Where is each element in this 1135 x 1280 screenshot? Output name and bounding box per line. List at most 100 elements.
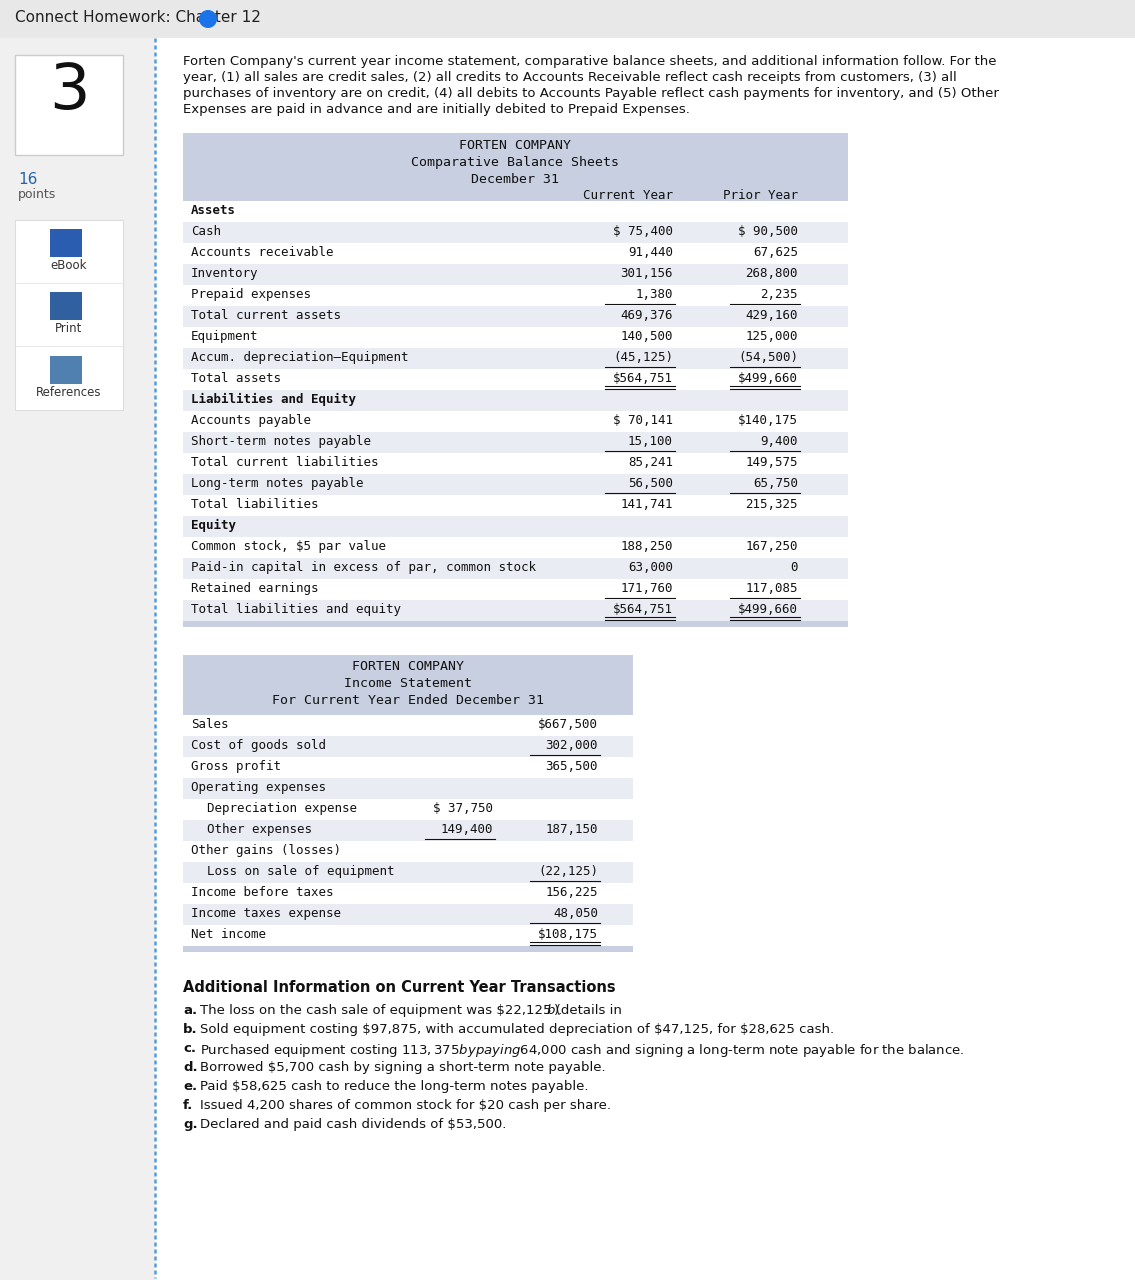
Bar (183, 756, 633, 778)
Text: year, (1) all sales are credit sales, (2) all credits to Accounts Receivable ref: year, (1) all sales are credit sales, (2… (183, 70, 957, 84)
Text: Other expenses: Other expenses (207, 823, 312, 836)
Text: Net income: Net income (191, 928, 266, 941)
Text: i: i (207, 14, 210, 24)
Bar (183, 326, 848, 348)
Text: 167,250: 167,250 (746, 540, 798, 553)
Bar (183, 904, 633, 925)
Text: 301,156: 301,156 (621, 268, 673, 280)
Text: Other gains (losses): Other gains (losses) (191, 844, 340, 858)
Text: Accum. depreciation–Equipment: Accum. depreciation–Equipment (191, 351, 409, 364)
Bar (183, 946, 633, 952)
Bar (183, 516, 848, 538)
Bar (183, 538, 848, 558)
Bar (183, 285, 848, 306)
Text: (22,125): (22,125) (538, 865, 598, 878)
Text: (45,125): (45,125) (613, 351, 673, 364)
Text: d.: d. (183, 1061, 197, 1074)
Text: 302,000: 302,000 (546, 739, 598, 751)
Text: 188,250: 188,250 (621, 540, 673, 553)
Text: Loss on sale of equipment: Loss on sale of equipment (207, 865, 395, 878)
Text: Connect Homework: Chapter 12: Connect Homework: Chapter 12 (15, 10, 261, 26)
Bar (183, 716, 633, 736)
Text: Total current liabilities: Total current liabilities (191, 456, 378, 468)
Bar (183, 348, 848, 369)
Bar (183, 221, 848, 243)
Text: Prior Year: Prior Year (723, 189, 798, 202)
Text: 91,440: 91,440 (628, 246, 673, 259)
Text: 63,000: 63,000 (628, 561, 673, 573)
Text: 187,150: 187,150 (546, 823, 598, 836)
Bar (183, 841, 633, 861)
Bar (183, 925, 633, 946)
Text: Total assets: Total assets (191, 372, 281, 385)
Text: Declared and paid cash dividends of $53,500.: Declared and paid cash dividends of $53,… (200, 1117, 506, 1132)
Text: Total liabilities: Total liabilities (191, 498, 319, 511)
Text: g.: g. (183, 1117, 197, 1132)
Text: Total liabilities and equity: Total liabilities and equity (191, 603, 401, 616)
Text: 117,085: 117,085 (746, 582, 798, 595)
Bar (183, 453, 848, 474)
Text: $564,751: $564,751 (613, 603, 673, 616)
Text: $564,751: $564,751 (613, 372, 673, 385)
Bar (183, 861, 633, 883)
Bar (183, 264, 848, 285)
Text: a.: a. (183, 1004, 197, 1018)
Bar (183, 243, 848, 264)
Text: References: References (36, 387, 102, 399)
Text: Income before taxes: Income before taxes (191, 886, 334, 899)
Text: 149,400: 149,400 (440, 823, 493, 836)
Text: Retained earnings: Retained earnings (191, 582, 319, 595)
Text: $140,175: $140,175 (738, 413, 798, 428)
Text: 365,500: 365,500 (546, 760, 598, 773)
Text: Operating expenses: Operating expenses (191, 781, 326, 794)
Text: 48,050: 48,050 (553, 908, 598, 920)
Bar (15, 220, 123, 410)
Text: Income Statement: Income Statement (344, 677, 472, 690)
Text: Equity: Equity (191, 518, 236, 532)
Text: f.: f. (183, 1100, 193, 1112)
Bar (183, 558, 848, 579)
Text: Borrowed $5,700 cash by signing a short-term note payable.: Borrowed $5,700 cash by signing a short-… (200, 1061, 606, 1074)
Text: 215,325: 215,325 (746, 498, 798, 511)
Text: (54,500): (54,500) (738, 351, 798, 364)
Text: Forten Company's current year income statement, comparative balance sheets, and : Forten Company's current year income sta… (183, 55, 997, 68)
Text: 156,225: 156,225 (546, 886, 598, 899)
Text: Expenses are paid in advance and are initially debited to Prepaid Expenses.: Expenses are paid in advance and are ini… (183, 102, 690, 116)
Bar (183, 201, 848, 221)
Bar (183, 778, 633, 799)
Text: 16: 16 (18, 172, 37, 187)
Text: Liabilities and Equity: Liabilities and Equity (191, 393, 356, 406)
Text: Sales: Sales (191, 718, 228, 731)
Text: Accounts payable: Accounts payable (191, 413, 311, 428)
Text: $ 70,141: $ 70,141 (613, 413, 673, 428)
Bar (183, 306, 848, 326)
Text: FORTEN COMPANY: FORTEN COMPANY (459, 140, 571, 152)
Bar (183, 369, 848, 390)
Bar (183, 390, 848, 411)
Text: 65,750: 65,750 (753, 477, 798, 490)
Bar (155, 38, 1135, 1280)
Text: 56,500: 56,500 (628, 477, 673, 490)
Bar (183, 579, 848, 600)
Text: Current Year: Current Year (583, 189, 673, 202)
Text: Common stock, $5 par value: Common stock, $5 par value (191, 540, 386, 553)
Circle shape (199, 10, 217, 28)
Text: $ 90,500: $ 90,500 (738, 225, 798, 238)
Text: Short-term notes payable: Short-term notes payable (191, 435, 371, 448)
Bar (183, 736, 633, 756)
Text: Assets: Assets (191, 204, 236, 218)
Text: Income taxes expense: Income taxes expense (191, 908, 340, 920)
Text: Accounts receivable: Accounts receivable (191, 246, 334, 259)
Text: FORTEN COMPANY: FORTEN COMPANY (352, 660, 464, 673)
Text: For Current Year Ended December 31: For Current Year Ended December 31 (272, 694, 544, 707)
Text: Sold equipment costing $97,875, with accumulated depreciation of $47,125, for $2: Sold equipment costing $97,875, with acc… (200, 1023, 834, 1036)
Text: Paid $58,625 cash to reduce the long-term notes payable.: Paid $58,625 cash to reduce the long-ter… (200, 1080, 589, 1093)
Bar (183, 600, 848, 621)
Text: Print: Print (56, 323, 83, 335)
Bar (183, 495, 848, 516)
Text: 0: 0 (790, 561, 798, 573)
Bar (50, 292, 82, 320)
Bar (50, 356, 82, 384)
Text: The loss on the cash sale of equipment was $22,125 (details in: The loss on the cash sale of equipment w… (200, 1004, 627, 1018)
Text: Prepaid expenses: Prepaid expenses (191, 288, 311, 301)
